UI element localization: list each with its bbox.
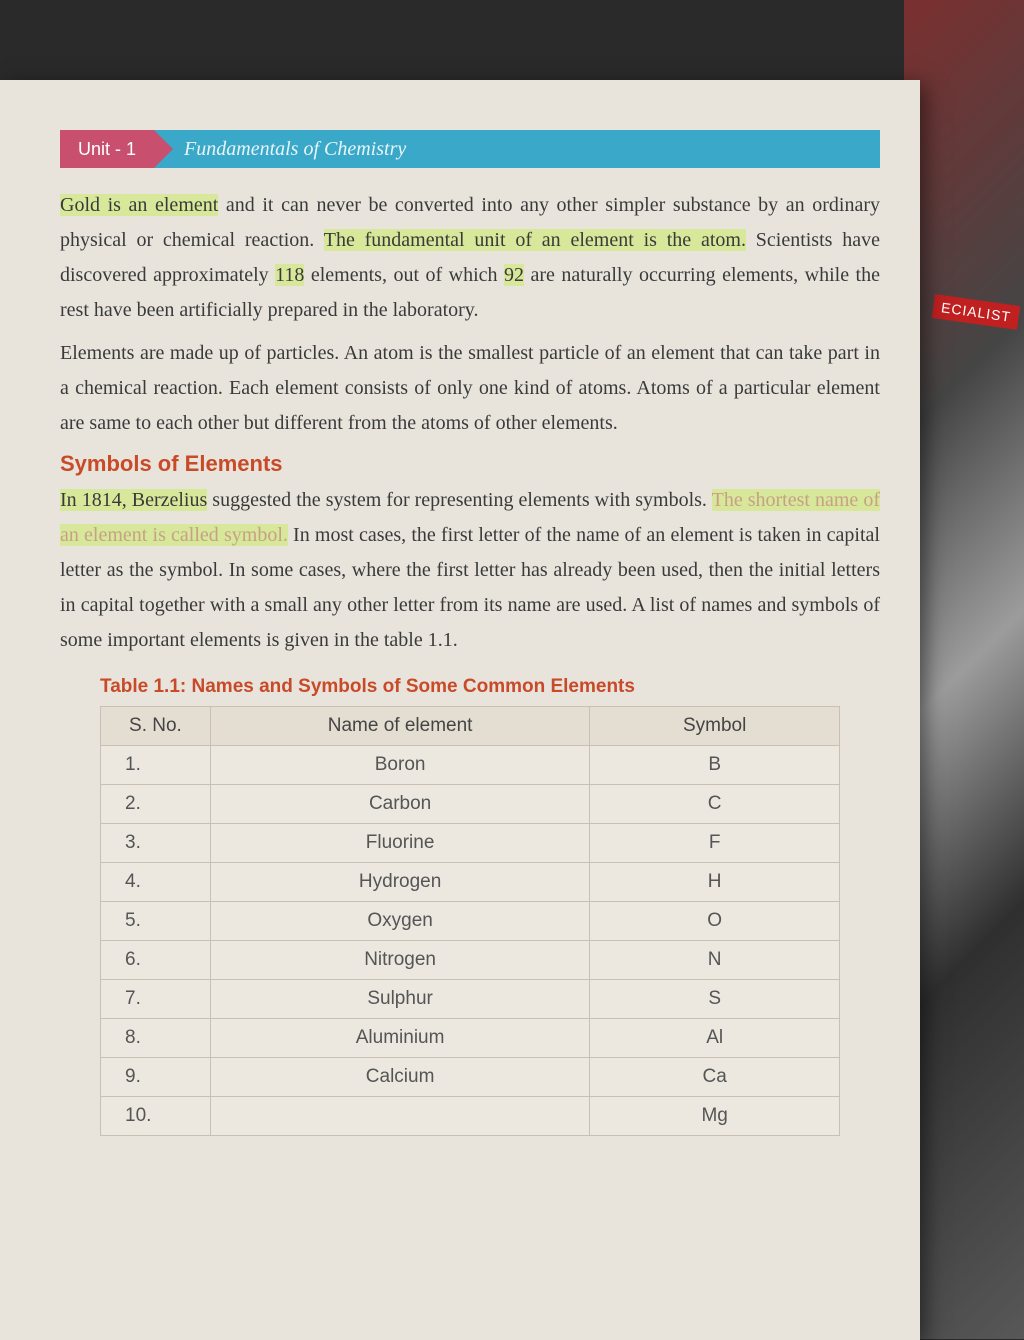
col-sno: S. No.: [101, 707, 211, 746]
table-row: 2.CarbonC: [101, 785, 840, 824]
cell: S: [590, 980, 840, 1019]
cell: B: [590, 746, 840, 785]
table-row: 1.BoronB: [101, 746, 840, 785]
cell: 5.: [101, 902, 211, 941]
cell: Mg: [590, 1097, 840, 1136]
highlight-text: In 1814, Berzelius: [60, 489, 207, 511]
cell: Carbon: [210, 785, 589, 824]
elements-table: S. No. Name of element Symbol 1.BoronB 2…: [100, 706, 840, 1136]
text: elements, out of which: [304, 264, 504, 286]
cell: 9.: [101, 1058, 211, 1097]
table-row: 9.CalciumCa: [101, 1058, 840, 1097]
cell: H: [590, 863, 840, 902]
col-symbol: Symbol: [590, 707, 840, 746]
background-clutter: [904, 0, 1024, 1339]
cell: O: [590, 902, 840, 941]
cell: 8.: [101, 1019, 211, 1058]
cell: N: [590, 941, 840, 980]
table-row: 3.FluorineF: [101, 824, 840, 863]
text: suggested the system for representing el…: [207, 489, 711, 511]
cell: Nitrogen: [210, 941, 589, 980]
cell: F: [590, 824, 840, 863]
cell: Ca: [590, 1058, 840, 1097]
col-name: Name of element: [210, 707, 589, 746]
cell: C: [590, 785, 840, 824]
paragraph-1: Gold is an element and it can never be c…: [60, 188, 880, 328]
cell: Sulphur: [210, 980, 589, 1019]
table-row: 7.SulphurS: [101, 980, 840, 1019]
textbook-page: Unit - 1 Fundamentals of Chemistry Gold …: [0, 80, 920, 1340]
highlight-text: 118: [275, 264, 304, 286]
highlight-text: Gold is an element: [60, 194, 218, 216]
cell: 3.: [101, 824, 211, 863]
cell: Calcium: [210, 1058, 589, 1097]
cell: 4.: [101, 863, 211, 902]
chapter-title: Fundamentals of Chemistry: [154, 130, 880, 168]
table-row: 4.HydrogenH: [101, 863, 840, 902]
cell: Oxygen: [210, 902, 589, 941]
cell: Hydrogen: [210, 863, 589, 902]
table-row: 6.NitrogenN: [101, 941, 840, 980]
cell: Boron: [210, 746, 589, 785]
table-row: 10. Mg: [101, 1097, 840, 1136]
section-heading: Symbols of Elements: [60, 451, 880, 477]
cell: 2.: [101, 785, 211, 824]
table-caption: Table 1.1: Names and Symbols of Some Com…: [100, 676, 880, 698]
table-header-row: S. No. Name of element Symbol: [101, 707, 840, 746]
paragraph-3: In 1814, Berzelius suggested the system …: [60, 483, 880, 658]
cell: [210, 1097, 589, 1136]
paragraph-2: Elements are made up of particles. An at…: [60, 336, 880, 441]
table-body: 1.BoronB 2.CarbonC 3.FluorineF 4.Hydroge…: [101, 746, 840, 1136]
cell: 6.: [101, 941, 211, 980]
page-header: Unit - 1 Fundamentals of Chemistry: [60, 130, 880, 168]
table-row: 5.OxygenO: [101, 902, 840, 941]
highlight-text: The fundamental unit of an element is th…: [324, 229, 746, 251]
table-row: 8.AluminiumAl: [101, 1019, 840, 1058]
cell: Aluminium: [210, 1019, 589, 1058]
highlight-text: 92: [504, 264, 524, 286]
cell: 1.: [101, 746, 211, 785]
cell: 10.: [101, 1097, 211, 1136]
cell: Al: [590, 1019, 840, 1058]
unit-tab: Unit - 1: [60, 130, 154, 168]
cell: Fluorine: [210, 824, 589, 863]
cell: 7.: [101, 980, 211, 1019]
